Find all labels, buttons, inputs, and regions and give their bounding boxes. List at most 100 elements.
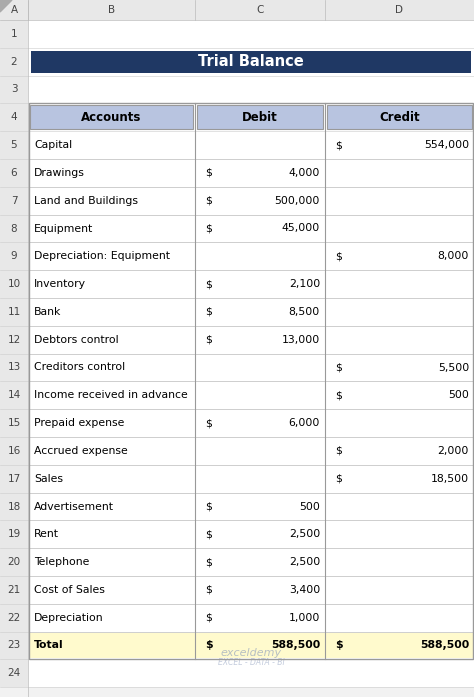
Text: Total: Total: [34, 641, 64, 650]
Bar: [325, 381, 474, 409]
Bar: [195, 131, 325, 159]
Text: 500: 500: [448, 390, 469, 400]
Bar: [0, 103, 28, 131]
Bar: [28, 576, 195, 604]
Text: 2,500: 2,500: [289, 529, 320, 539]
Text: 13,000: 13,000: [282, 335, 320, 345]
Text: Debit: Debit: [242, 111, 278, 124]
Text: 500,000: 500,000: [274, 196, 320, 206]
Bar: [28, 353, 195, 381]
Bar: [197, 105, 323, 129]
Bar: [0, 381, 28, 409]
Bar: [325, 187, 474, 215]
Text: 4: 4: [11, 112, 18, 122]
Bar: [325, 103, 474, 131]
Bar: [0, 465, 28, 493]
Text: 7: 7: [11, 196, 18, 206]
Text: Bank: Bank: [34, 307, 61, 317]
Text: 10: 10: [8, 279, 20, 289]
Text: $: $: [335, 362, 342, 372]
Text: 18: 18: [8, 502, 21, 512]
Text: $: $: [205, 279, 212, 289]
Bar: [195, 243, 325, 270]
Bar: [0, 353, 28, 381]
Text: $: $: [335, 140, 342, 150]
Text: $: $: [205, 196, 212, 206]
Bar: [195, 298, 325, 325]
Text: Sales: Sales: [34, 474, 63, 484]
Text: 8,000: 8,000: [438, 252, 469, 261]
Bar: [28, 103, 195, 131]
Bar: [195, 159, 325, 187]
Text: Trial Balance: Trial Balance: [198, 54, 304, 69]
Bar: [195, 549, 325, 576]
Bar: [195, 493, 325, 521]
Text: 588,500: 588,500: [271, 641, 320, 650]
Bar: [0, 298, 28, 325]
Bar: [28, 75, 195, 103]
Text: $: $: [205, 502, 212, 512]
Bar: [28, 298, 195, 325]
Text: 2,500: 2,500: [289, 557, 320, 567]
Bar: [0, 187, 28, 215]
Bar: [325, 631, 474, 659]
Bar: [0, 325, 28, 353]
Bar: [195, 325, 325, 353]
Bar: [325, 409, 474, 437]
Bar: [195, 465, 325, 493]
Bar: [30, 105, 193, 129]
Text: $: $: [335, 252, 342, 261]
Bar: [28, 659, 195, 687]
Text: 13: 13: [8, 362, 21, 372]
Text: $: $: [205, 418, 212, 428]
Text: 21: 21: [8, 585, 21, 595]
Bar: [195, 103, 325, 131]
Bar: [28, 604, 195, 631]
Text: Inventory: Inventory: [34, 279, 86, 289]
Text: $: $: [205, 168, 212, 178]
Text: 1,000: 1,000: [289, 613, 320, 622]
Bar: [0, 437, 28, 465]
Bar: [327, 105, 472, 129]
Text: Land and Buildings: Land and Buildings: [34, 196, 138, 206]
Text: 554,000: 554,000: [424, 140, 469, 150]
Text: D: D: [395, 5, 403, 15]
Text: $: $: [205, 557, 212, 567]
Bar: [0, 0, 474, 20]
Text: 18,500: 18,500: [431, 474, 469, 484]
Bar: [28, 159, 195, 187]
Text: 23: 23: [8, 641, 21, 650]
Bar: [28, 521, 195, 549]
Text: 3: 3: [11, 84, 18, 95]
Bar: [195, 187, 325, 215]
Text: $: $: [205, 529, 212, 539]
Bar: [325, 159, 474, 187]
Text: Depreciation: Depreciation: [34, 613, 104, 622]
Bar: [195, 631, 325, 659]
Bar: [325, 20, 474, 48]
Text: Drawings: Drawings: [34, 168, 85, 178]
Text: 14: 14: [8, 390, 21, 400]
Bar: [195, 437, 325, 465]
Bar: [0, 270, 28, 298]
Text: 17: 17: [8, 474, 21, 484]
Bar: [0, 493, 28, 521]
Bar: [28, 325, 195, 353]
Text: Telephone: Telephone: [34, 557, 90, 567]
Text: 5: 5: [11, 140, 18, 150]
Bar: [325, 521, 474, 549]
Text: 45,000: 45,000: [282, 224, 320, 233]
Bar: [325, 604, 474, 631]
Text: 9: 9: [11, 252, 18, 261]
Text: 500: 500: [299, 502, 320, 512]
Bar: [28, 549, 195, 576]
Bar: [195, 604, 325, 631]
Bar: [29, 103, 473, 659]
Text: 20: 20: [8, 557, 20, 567]
Polygon shape: [0, 0, 12, 12]
Bar: [28, 437, 195, 465]
Bar: [28, 493, 195, 521]
Bar: [28, 409, 195, 437]
Bar: [325, 465, 474, 493]
Text: 8: 8: [11, 224, 18, 233]
